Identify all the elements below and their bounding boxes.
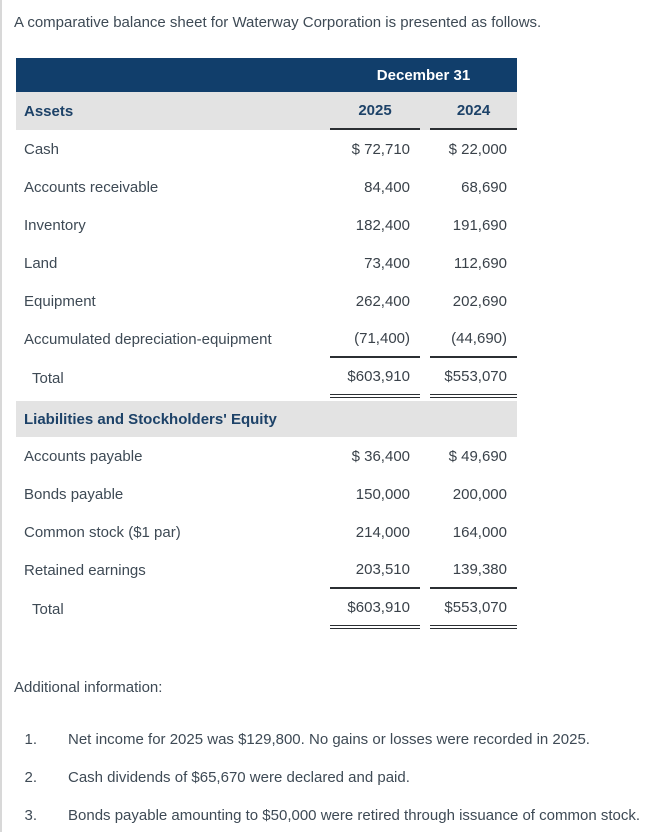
table-header-title: December 31 (376, 66, 471, 84)
assets-subheader: Assets 2025 2024 (16, 92, 517, 130)
value-2024: 68,690 (461, 178, 507, 196)
table-row-inventory: Inventory 182,400 191,690 (16, 206, 517, 244)
value-2025: 150,000 (355, 485, 410, 503)
value-2024: 191,690 (452, 216, 507, 234)
value-2025: (71,400) (330, 320, 420, 358)
value-2024: $ 49,690 (448, 447, 507, 465)
total-value-2025: $603,910 (330, 358, 420, 398)
row-label: Common stock ($1 par) (24, 523, 181, 541)
row-label: Accumulated depreciation-equipment (24, 330, 272, 348)
row-label: Accounts receivable (24, 178, 159, 196)
value-2024: $ 22,000 (448, 140, 507, 158)
row-label: Retained earnings (24, 561, 146, 579)
table-header-band: December 31 (16, 58, 517, 92)
value-2024: 112,690 (453, 254, 507, 272)
year-column-2024: 2024 (430, 92, 517, 130)
note-number: 1. (24, 731, 37, 748)
value-2025: $ 36,400 (351, 447, 410, 465)
table-row-common-stock: Common stock ($1 par) 214,000 164,000 (16, 513, 517, 551)
section-title-liabilities: Liabilities and Stockholders' Equity (16, 401, 517, 437)
section-title-assets: Assets (24, 102, 74, 120)
table-row-liabilities-total: Total $603,910 $553,070 (16, 589, 517, 629)
list-item: 1. Net income for 2025 was $129,800. No … (14, 732, 672, 748)
total-value-2024: $553,070 (430, 589, 517, 629)
note-text: Bonds payable amounting to $50,000 were … (68, 807, 641, 824)
value-2025: $ 72,710 (351, 140, 410, 158)
value-2025: 203,510 (330, 551, 420, 589)
value-2025: 182,400 (355, 216, 410, 234)
value-2024: 164,000 (452, 523, 507, 541)
row-label: Equipment (24, 292, 96, 310)
table-row-equipment: Equipment 262,400 202,690 (16, 282, 517, 320)
value-2024: 202,690 (452, 292, 507, 310)
row-label: Bonds payable (24, 485, 124, 503)
table-row-land: Land 73,400 112,690 (16, 244, 517, 282)
year-column-2025: 2025 (330, 92, 420, 130)
table-row-accumulated-depreciation: Accumulated depreciation-equipment (71,4… (16, 320, 517, 358)
value-2024: 200,000 (452, 485, 507, 503)
value-2024: 139,380 (430, 551, 517, 589)
table-row-bonds-payable: Bonds payable 150,000 200,000 (16, 475, 517, 513)
table-row-accounts-receivable: Accounts receivable 84,400 68,690 (16, 168, 517, 206)
value-2024: (44,690) (430, 320, 517, 358)
table-row-assets-total: Total $603,910 $553,070 (16, 358, 517, 398)
total-label: Total (32, 369, 64, 387)
row-label: Accounts payable (24, 447, 143, 465)
note-text: Net income for 2025 was $129,800. No gai… (68, 731, 590, 748)
value-2025: 262,400 (355, 292, 410, 310)
note-number: 2. (24, 769, 37, 786)
table-row-accounts-payable: Accounts payable $ 36,400 $ 49,690 (16, 437, 517, 475)
row-label: Cash (24, 140, 60, 158)
additional-information-heading: Additional information: (14, 679, 163, 696)
row-label: Inventory (24, 216, 86, 234)
header-spacer (16, 58, 320, 92)
intro-text: A comparative balance sheet for Waterway… (14, 14, 542, 31)
table-row-retained-earnings: Retained earnings 203,510 139,380 (16, 551, 517, 589)
value-2025: 214,000 (355, 523, 410, 541)
note-number: 3. (24, 807, 37, 824)
list-item: 2. Cash dividends of $65,670 were declar… (14, 770, 672, 786)
list-item: 3. Bonds payable amounting to $50,000 we… (14, 808, 672, 824)
value-2025: 84,400 (364, 178, 410, 196)
total-value-2025: $603,910 (330, 589, 420, 629)
table-row-cash: Cash $ 72,710 $ 22,000 (16, 130, 517, 168)
note-text: Cash dividends of $65,670 were declared … (68, 769, 410, 786)
total-label: Total (32, 600, 64, 618)
total-value-2024: $553,070 (430, 358, 517, 398)
balance-sheet-table: December 31 Assets 2025 2024 Cash $ 72,7… (16, 58, 517, 629)
value-2025: 73,400 (364, 254, 410, 272)
row-label: Land (24, 254, 58, 272)
additional-information-list: 1. Net income for 2025 was $129,800. No … (14, 732, 672, 824)
